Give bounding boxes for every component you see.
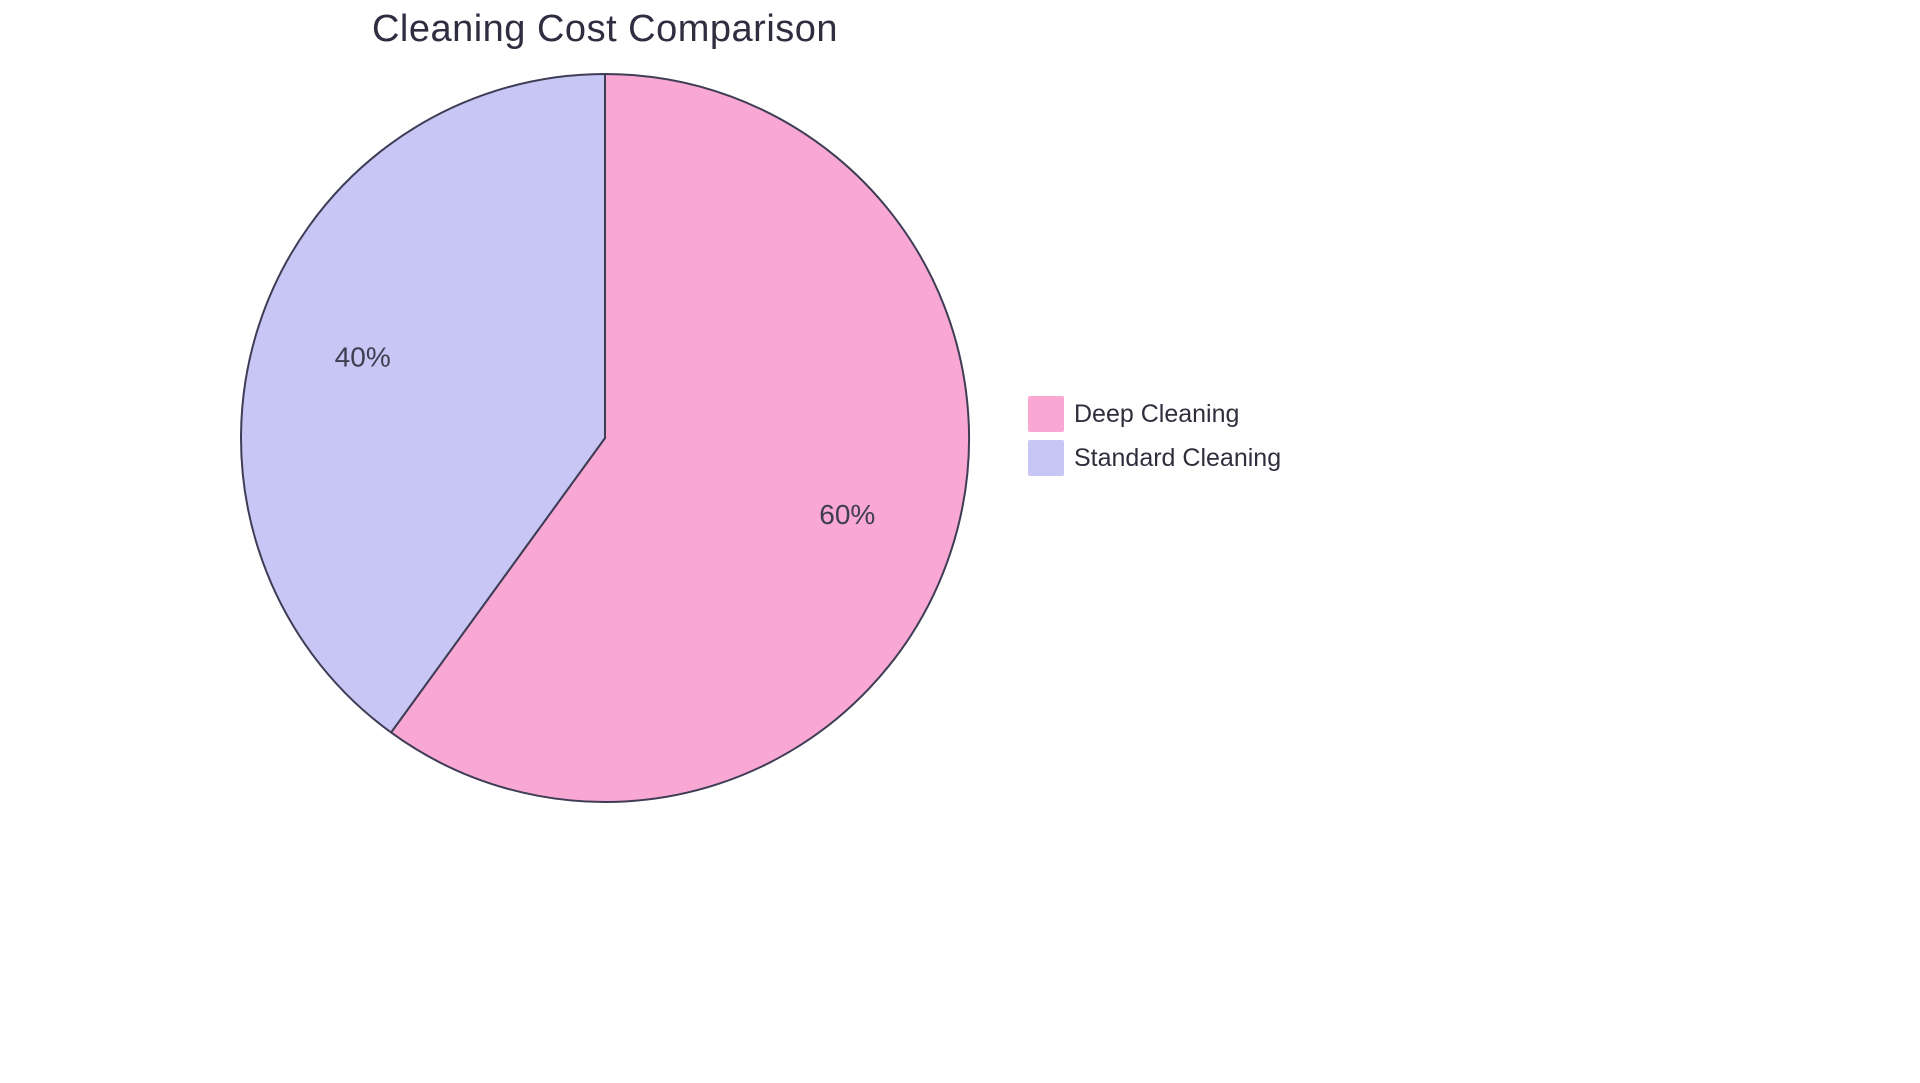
- pie-slice-deep-cleaning: [390, 73, 970, 803]
- legend-label-deep-cleaning: Deep Cleaning: [1074, 399, 1240, 428]
- slice-percent-label-deep-cleaning: 60%: [819, 499, 875, 530]
- legend-item-standard-cleaning: Standard Cleaning: [1028, 440, 1281, 476]
- legend-label-standard-cleaning: Standard Cleaning: [1074, 443, 1282, 472]
- legend: Deep Cleaning Standard Cleaning: [1028, 396, 1281, 476]
- slice-percent-label-standard-cleaning: 40%: [335, 342, 391, 373]
- pie-chart: 60% 40%: [240, 73, 970, 803]
- pie-slice-standard-cleaning: [240, 73, 606, 734]
- legend-swatch-standard-cleaning: [1028, 440, 1064, 476]
- chart-title: Cleaning Cost Comparison: [371, 8, 839, 50]
- legend-item-deep-cleaning: Deep Cleaning: [1028, 396, 1281, 432]
- legend-swatch-deep-cleaning: [1028, 396, 1064, 432]
